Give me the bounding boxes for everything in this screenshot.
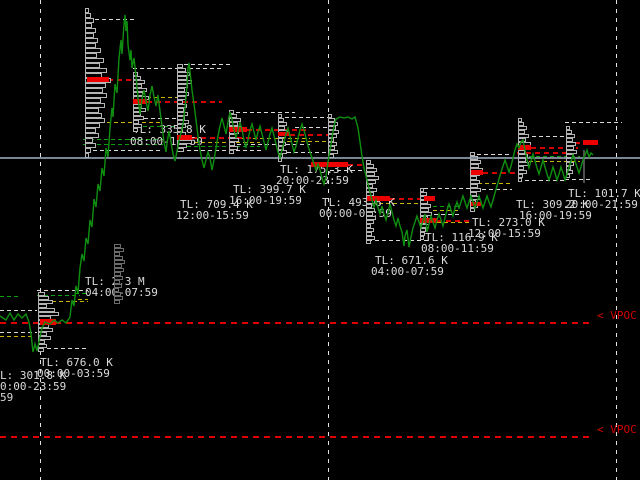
volume-profile-bar (328, 154, 334, 158)
clipped-session-label: 0:00-23:59 (0, 380, 67, 393)
clipped-session-label: 59 (0, 391, 14, 404)
yellow-dash-line (0, 336, 33, 337)
yellow-dash-line (437, 222, 470, 223)
white-dash-line (470, 154, 512, 155)
green-dash-line (433, 206, 460, 207)
poc-bar (133, 99, 147, 104)
white-dash-line (40, 348, 88, 349)
session-volume-label: TL: 676.0 K (40, 356, 113, 369)
poc-bar (471, 170, 483, 175)
session-time-label: 08:00-11:59 (421, 242, 494, 255)
white-dash-line (177, 64, 232, 65)
white-dash-line (424, 188, 472, 189)
poc-dash-line (437, 220, 470, 222)
white-dash-line (0, 310, 37, 311)
poc-bar (583, 140, 598, 145)
poc-bar (229, 127, 247, 132)
volume-profile-bar (114, 300, 120, 304)
volume-profile-bar (85, 153, 89, 158)
vpoc-line (0, 436, 592, 438)
volume-profile-bar (38, 348, 44, 352)
white-dash-line (0, 332, 37, 333)
white-dash-line (280, 152, 330, 153)
volume-profile-bar (133, 128, 138, 132)
white-dash-line (565, 179, 590, 180)
yellow-dash-line (78, 299, 88, 300)
session-volume-label: TL: 335.8 K (133, 123, 206, 136)
volume-profile-bar (518, 178, 522, 182)
poc-dash-line (290, 134, 330, 136)
session-time-label: 12:00-15:59 (176, 209, 249, 222)
white-dash-line (95, 19, 135, 20)
session-time-label: 16:00-19:59 (229, 194, 302, 207)
volume-profile-bar (566, 174, 570, 178)
vpoc-label: < VPOC (597, 309, 637, 322)
session-time-label: 04:00-07:59 (371, 265, 444, 278)
poc-bar (40, 319, 56, 325)
poc-bar (367, 196, 390, 201)
white-dash-line (93, 150, 160, 151)
volume-profile-bar (229, 150, 234, 154)
poc-bar (471, 202, 481, 206)
poc-bar (424, 196, 435, 201)
poc-bar (278, 132, 290, 136)
time-grid-line (40, 0, 41, 480)
session-time-label: 16:00-19:59 (519, 209, 592, 222)
poc-bar (420, 218, 437, 223)
session-time-label: 00:00-03:59 (37, 367, 110, 380)
poc-bar (518, 145, 531, 150)
white-dash-line (295, 127, 328, 128)
yellow-dash-line (280, 141, 330, 142)
white-dash-line (230, 144, 310, 145)
white-dash-line (518, 180, 565, 181)
volume-profile-bar (177, 148, 184, 152)
volume-profile-bar (470, 208, 475, 212)
white-dash-line (229, 112, 295, 113)
poc-dash-line (147, 101, 222, 103)
poc-bar (311, 162, 348, 167)
volume-profile-bar (420, 236, 424, 240)
poc-dash-line (483, 172, 522, 174)
session-time-label: 20:00-23:59 (276, 174, 349, 187)
vpoc-label: < VPOC (597, 423, 637, 436)
white-dash-line (565, 122, 622, 123)
bar-mark (583, 150, 585, 183)
clipped-session-label: L: 301.8 K (0, 369, 67, 382)
session-time-label: 20:00-21:59 (565, 198, 638, 211)
yellow-dash-line (52, 301, 88, 302)
poc-bar (87, 77, 109, 82)
volume-profile-bar (85, 8, 89, 13)
poc-bar (177, 135, 192, 140)
session-time-label: 12:00-15:59 (468, 227, 541, 240)
session-time-label: 00:00-03:59 (319, 207, 392, 220)
vpoc-line (0, 322, 592, 324)
yellow-dash-line (478, 183, 512, 184)
white-dash-line (37, 290, 88, 291)
white-dash-line (278, 117, 330, 118)
time-grid-line (328, 0, 329, 480)
volume-profile-bar (278, 158, 282, 162)
white-dash-line (368, 240, 428, 241)
yellow-dash-line (433, 210, 460, 211)
green-dash-line (0, 296, 20, 297)
time-grid-line (616, 0, 617, 480)
volume-profile-bar (366, 240, 371, 244)
white-dash-line (180, 150, 262, 151)
